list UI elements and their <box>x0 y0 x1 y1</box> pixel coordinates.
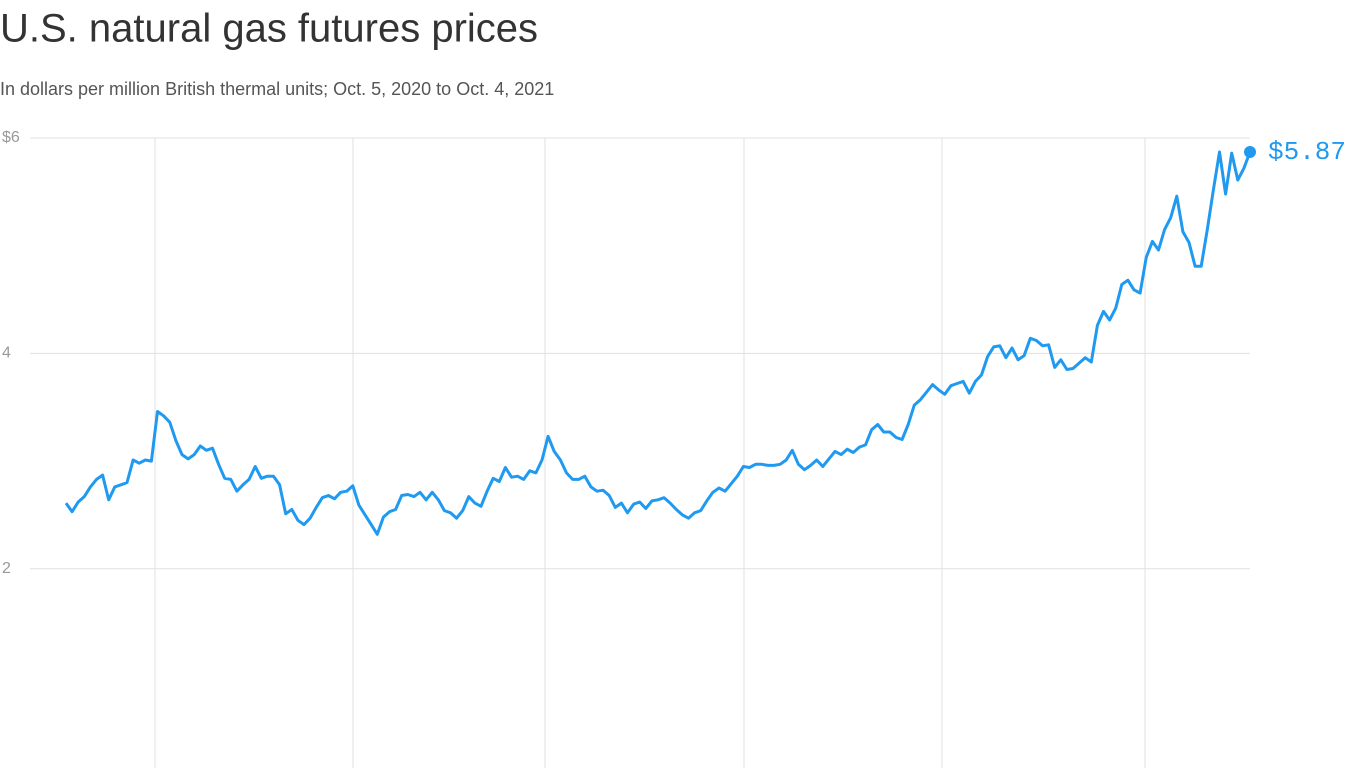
y-tick-label: 4 <box>2 345 11 362</box>
chart-title: U.S. natural gas futures prices <box>0 7 538 51</box>
y-tick-label: 2 <box>2 560 11 577</box>
end-label: $5.87 <box>1268 137 1346 167</box>
chart-subtitle: In dollars per million British thermal u… <box>0 79 554 99</box>
line <box>64 150 1252 536</box>
y-tick-label: $6 <box>2 129 20 146</box>
end-point <box>1244 146 1256 158</box>
x-grid <box>154 138 1146 768</box>
